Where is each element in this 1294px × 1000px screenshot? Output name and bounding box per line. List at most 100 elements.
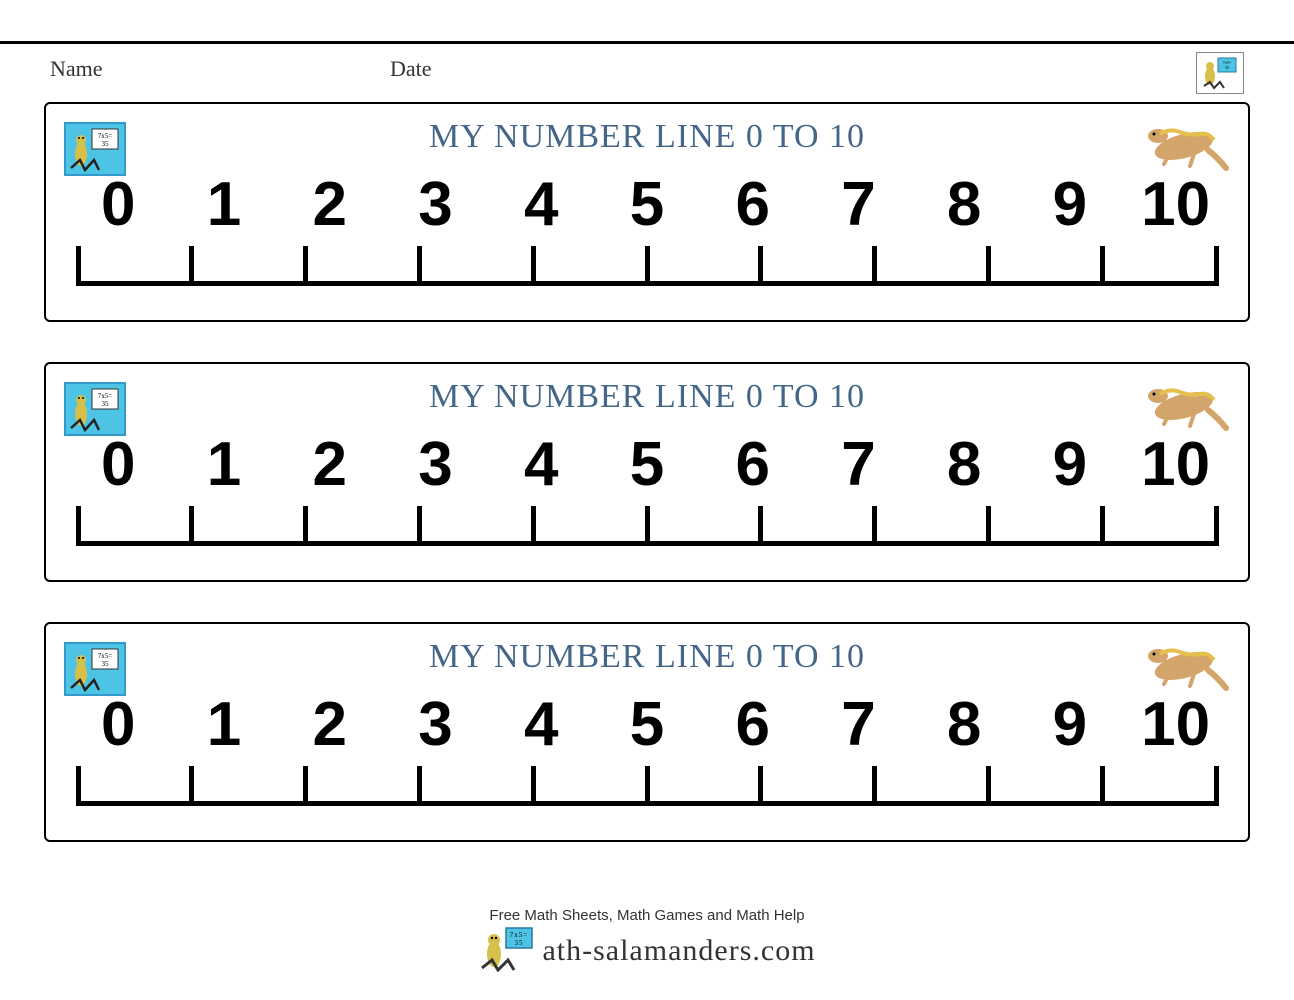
name-label: Name bbox=[50, 56, 390, 82]
tick-mark bbox=[531, 506, 536, 546]
number-line bbox=[78, 242, 1216, 288]
number-label: 8 bbox=[912, 694, 1017, 756]
number-label: 10 bbox=[1123, 434, 1228, 496]
svg-text:35: 35 bbox=[102, 400, 110, 408]
salamander-small-icon: 7x5= 35 bbox=[1200, 56, 1240, 90]
tick-mark bbox=[531, 246, 536, 286]
footer-brand-text: ath-salamanders.com bbox=[542, 934, 815, 967]
tick-mark bbox=[76, 246, 81, 286]
tick-mark bbox=[645, 246, 650, 286]
header-row: Name Date 7x5= 35 bbox=[0, 44, 1294, 82]
number-label: 7 bbox=[806, 434, 911, 496]
number-label: 10 bbox=[1123, 174, 1228, 236]
svg-text:35: 35 bbox=[102, 660, 110, 668]
panel-logo: 7x5=35 bbox=[64, 642, 126, 696]
number-label: 1 bbox=[172, 174, 277, 236]
footer: Free Math Sheets, Math Games and Math He… bbox=[0, 907, 1294, 980]
tick-mark bbox=[189, 766, 194, 806]
corner-logo: 7x5= 35 bbox=[1196, 52, 1244, 94]
number-line bbox=[78, 502, 1216, 548]
number-label: 8 bbox=[912, 174, 1017, 236]
footer-brand: 7x5= 35 ath-salamanders.com bbox=[0, 926, 1294, 980]
tick-mark bbox=[303, 506, 308, 546]
number-label: 4 bbox=[489, 694, 594, 756]
salamander-icon bbox=[1138, 120, 1230, 172]
number-label: 2 bbox=[277, 434, 382, 496]
number-row: 012345678910 bbox=[64, 434, 1230, 496]
panel-title: MY NUMBER LINE 0 TO 10 bbox=[64, 378, 1230, 416]
number-label: 5 bbox=[595, 694, 700, 756]
tick-mark bbox=[1214, 766, 1219, 806]
number-label: 9 bbox=[1018, 694, 1123, 756]
tick-mark bbox=[1214, 246, 1219, 286]
number-label: 10 bbox=[1123, 694, 1228, 756]
svg-text:35: 35 bbox=[102, 140, 110, 148]
number-label: 3 bbox=[383, 174, 488, 236]
salamander-icon bbox=[1138, 640, 1230, 692]
number-line-panel: 7x5=35MY NUMBER LINE 0 TO 10012345678910 bbox=[44, 102, 1250, 322]
tick-mark bbox=[303, 246, 308, 286]
number-label: 9 bbox=[1018, 434, 1123, 496]
tick-mark bbox=[872, 506, 877, 546]
tick-mark bbox=[872, 246, 877, 286]
tick-mark bbox=[872, 766, 877, 806]
number-label: 4 bbox=[489, 434, 594, 496]
tick-mark bbox=[303, 766, 308, 806]
footer-salamander-icon: 7x5= 35 bbox=[478, 926, 542, 980]
number-line-panel: 7x5=35MY NUMBER LINE 0 TO 10012345678910 bbox=[44, 622, 1250, 842]
top-border bbox=[0, 0, 1294, 44]
svg-text:7x5=: 7x5= bbox=[98, 392, 113, 400]
svg-text:7x5=: 7x5= bbox=[98, 132, 113, 140]
number-label: 2 bbox=[277, 174, 382, 236]
number-label: 2 bbox=[277, 694, 382, 756]
tick-mark bbox=[1100, 246, 1105, 286]
number-row: 012345678910 bbox=[64, 694, 1230, 756]
svg-text:7x5=: 7x5= bbox=[510, 931, 528, 939]
number-label: 1 bbox=[172, 434, 277, 496]
panels-container: 7x5=35MY NUMBER LINE 0 TO 10012345678910… bbox=[0, 82, 1294, 842]
number-label: 5 bbox=[595, 434, 700, 496]
tick-mark bbox=[645, 766, 650, 806]
tick-mark bbox=[1100, 766, 1105, 806]
number-label: 8 bbox=[912, 434, 1017, 496]
svg-text:7x5=: 7x5= bbox=[98, 652, 113, 660]
tick-mark bbox=[758, 506, 763, 546]
number-label: 6 bbox=[700, 174, 805, 236]
tick-mark bbox=[76, 766, 81, 806]
number-label: 7 bbox=[806, 694, 911, 756]
tick-mark bbox=[986, 246, 991, 286]
svg-text:35: 35 bbox=[515, 939, 524, 947]
panel-title: MY NUMBER LINE 0 TO 10 bbox=[64, 638, 1230, 676]
panel-logo: 7x5=35 bbox=[64, 382, 126, 436]
tick-mark bbox=[758, 246, 763, 286]
number-label: 0 bbox=[66, 694, 171, 756]
number-label: 4 bbox=[489, 174, 594, 236]
number-row: 012345678910 bbox=[64, 174, 1230, 236]
number-label: 0 bbox=[66, 434, 171, 496]
svg-text:35: 35 bbox=[1225, 65, 1229, 70]
salamander-icon bbox=[1138, 380, 1230, 432]
number-label: 1 bbox=[172, 694, 277, 756]
number-label: 6 bbox=[700, 434, 805, 496]
tick-mark bbox=[417, 246, 422, 286]
number-label: 3 bbox=[383, 694, 488, 756]
panel-logo: 7x5=35 bbox=[64, 122, 126, 176]
number-line bbox=[78, 762, 1216, 808]
tick-mark bbox=[1214, 506, 1219, 546]
number-label: 0 bbox=[66, 174, 171, 236]
number-label: 9 bbox=[1018, 174, 1123, 236]
tick-mark bbox=[986, 766, 991, 806]
panel-title: MY NUMBER LINE 0 TO 10 bbox=[64, 118, 1230, 156]
tick-mark bbox=[758, 766, 763, 806]
number-label: 3 bbox=[383, 434, 488, 496]
date-label: Date bbox=[390, 56, 432, 82]
footer-tagline: Free Math Sheets, Math Games and Math He… bbox=[0, 907, 1294, 924]
tick-mark bbox=[417, 506, 422, 546]
tick-mark bbox=[986, 506, 991, 546]
tick-mark bbox=[1100, 506, 1105, 546]
tick-mark bbox=[531, 766, 536, 806]
tick-mark bbox=[189, 246, 194, 286]
number-label: 7 bbox=[806, 174, 911, 236]
number-label: 6 bbox=[700, 694, 805, 756]
number-label: 5 bbox=[595, 174, 700, 236]
